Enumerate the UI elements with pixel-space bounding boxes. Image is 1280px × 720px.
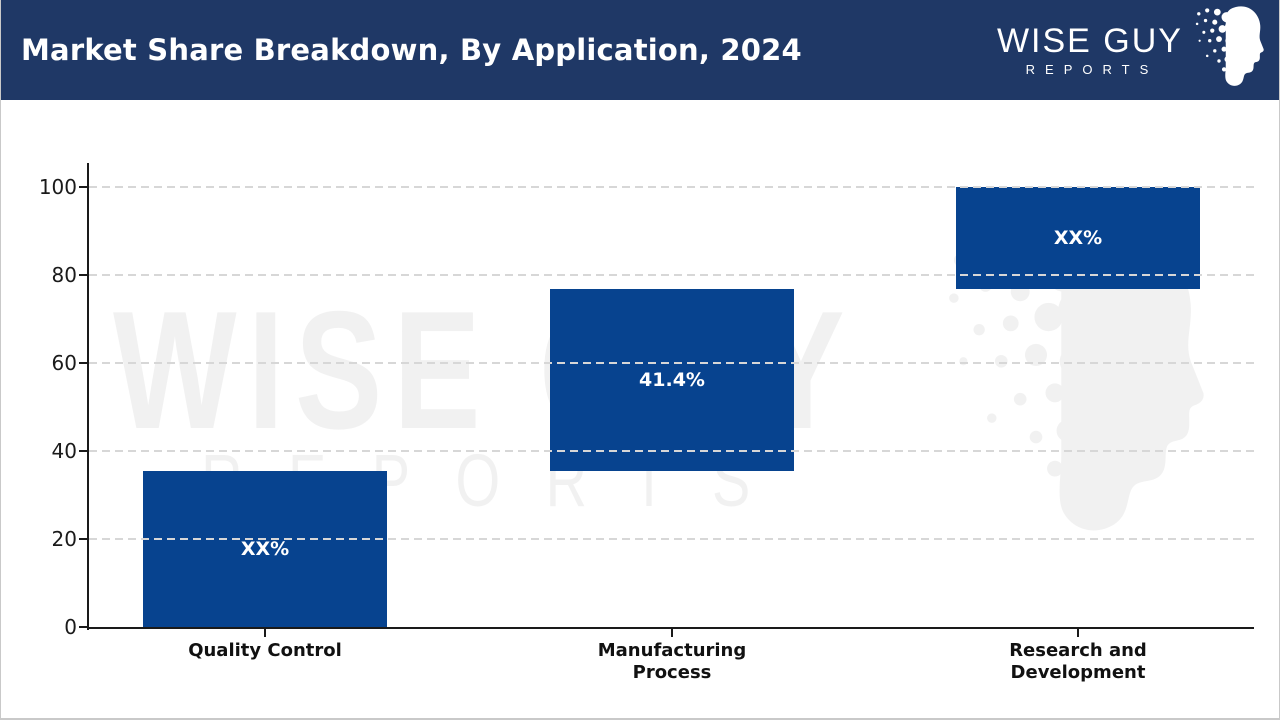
bar-manufacturing-process (550, 288, 794, 471)
logo-subtitle: REPORTS (1025, 62, 1159, 77)
y-tick-mark-0 (79, 626, 88, 628)
bar-quality-control (143, 470, 387, 627)
gridline-60 (89, 362, 1254, 364)
chart-title: Market Share Breakdown, By Application, … (21, 33, 802, 67)
x-axis (87, 627, 1254, 629)
x-tick-mark-0 (264, 629, 266, 637)
logo-text: WISE GUY REPORTS (997, 24, 1183, 76)
plot-area: 0 20 40 60 80 100 XX% Quality Control 41.4% Manuf… (1, 100, 1279, 718)
bar-value-label: XX% (240, 537, 290, 560)
y-tick-mark-20 (79, 538, 88, 540)
gridline-80 (89, 274, 1254, 276)
wise-guy-reports-logo: WISE GUY REPORTS (997, 3, 1267, 97)
logo-wordmark: WISE GUY (996, 22, 1183, 60)
y-tick-mark-40 (79, 450, 88, 452)
y-tick-label-40: 40 (51, 439, 77, 463)
y-tick-label-100: 100 (38, 175, 77, 199)
x-tick-label-1: Manufacturing Process (597, 640, 747, 683)
x-tick-label-2: Research and Development (1009, 640, 1147, 683)
x-tick-label-0: Quality Control (188, 640, 342, 661)
logo-head-icon (1195, 6, 1264, 86)
gridline-100 (89, 186, 1254, 188)
gridline-20 (89, 538, 1254, 540)
header-band: Market Share Breakdown, By Application, … (1, 0, 1279, 100)
bar-value-label: XX% (1053, 226, 1103, 249)
x-tick-mark-1 (671, 629, 673, 637)
y-axis (87, 163, 89, 630)
y-tick-mark-80 (79, 274, 88, 276)
bar-value-label: 41.4% (639, 368, 705, 391)
y-tick-label-80: 80 (51, 263, 77, 287)
y-tick-mark-60 (79, 362, 88, 364)
gridline-40 (89, 450, 1254, 452)
y-tick-mark-100 (79, 186, 88, 188)
y-tick-label-0: 0 (64, 615, 77, 639)
y-tick-label-60: 60 (51, 351, 77, 375)
y-tick-label-20: 20 (51, 527, 77, 551)
x-tick-mark-2 (1077, 629, 1079, 637)
